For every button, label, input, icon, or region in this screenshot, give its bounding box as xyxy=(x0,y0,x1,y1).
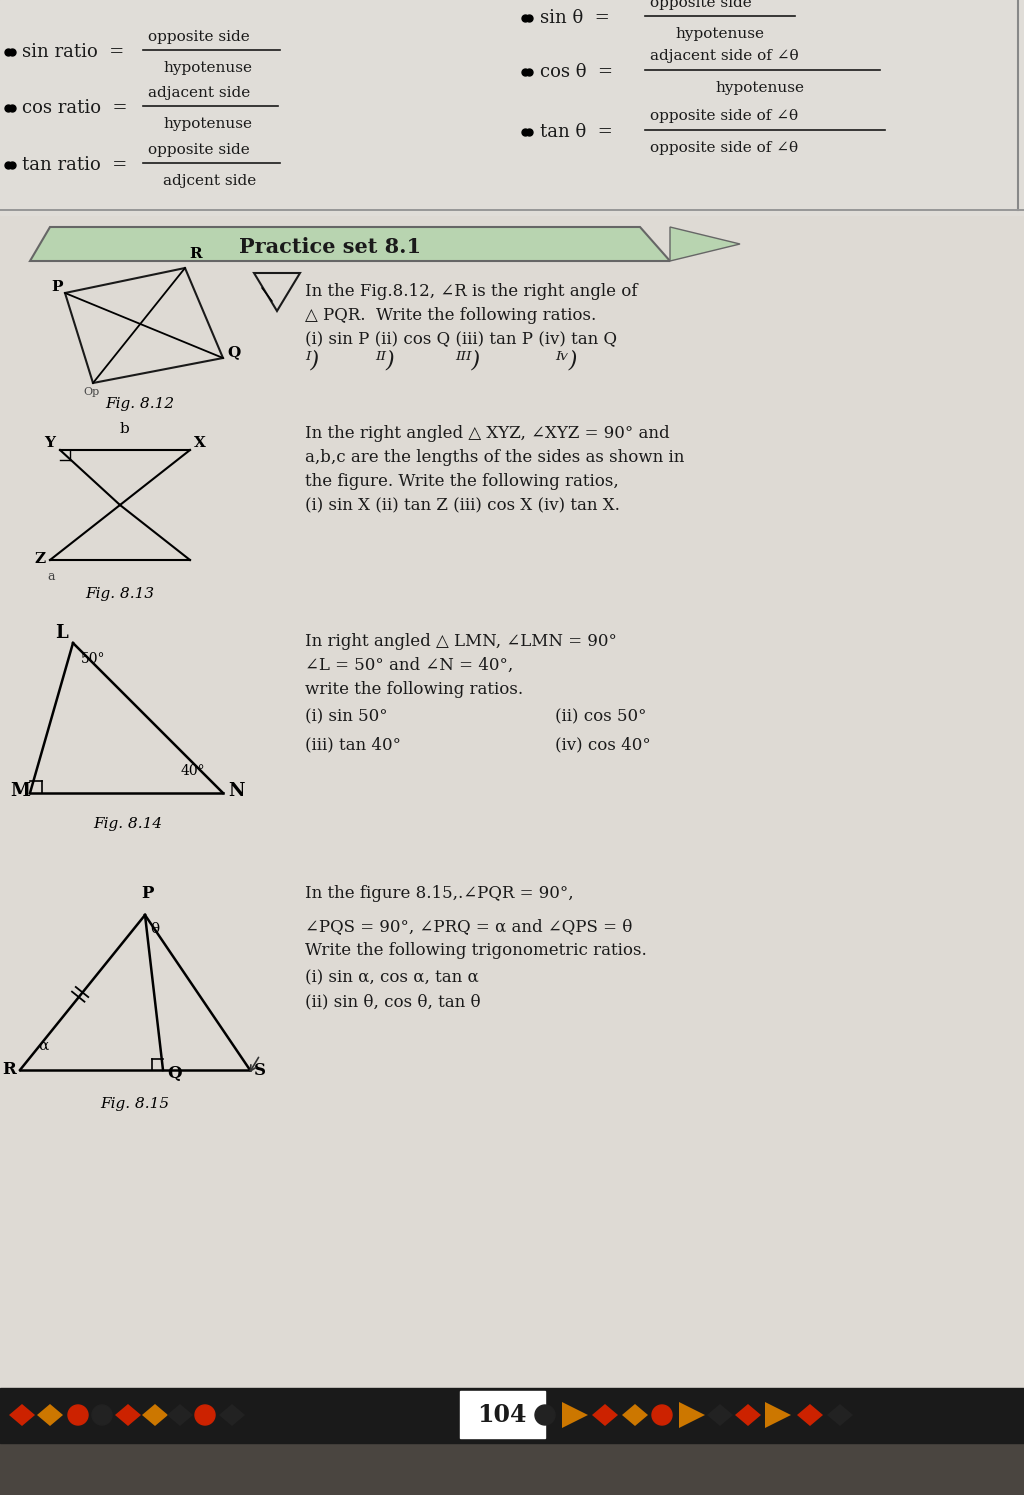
Polygon shape xyxy=(592,1404,618,1426)
Text: (ii) sin θ, cos θ, tan θ: (ii) sin θ, cos θ, tan θ xyxy=(305,993,480,1011)
Text: 40°: 40° xyxy=(181,764,206,777)
Text: R: R xyxy=(2,1061,15,1078)
Text: N: N xyxy=(228,782,245,800)
Text: Fig. 8.13: Fig. 8.13 xyxy=(85,588,155,601)
Text: ᴵᴵ): ᴵᴵ) xyxy=(375,348,394,371)
Text: α: α xyxy=(38,1039,48,1052)
Text: sin θ  =: sin θ = xyxy=(540,9,609,27)
Text: opposite side: opposite side xyxy=(650,0,752,10)
Text: the figure. Write the following ratios,: the figure. Write the following ratios, xyxy=(305,472,618,490)
Text: cos ratio  =: cos ratio = xyxy=(22,99,128,117)
Text: In the right angled △ XYZ, ∠XYZ = 90° and: In the right angled △ XYZ, ∠XYZ = 90° an… xyxy=(305,425,670,443)
Bar xyxy=(0,1390,1024,1495)
Text: (i) sin 50°: (i) sin 50° xyxy=(305,709,388,725)
Text: hypotenuse: hypotenuse xyxy=(163,61,252,75)
Bar xyxy=(0,1387,1024,1443)
Text: adjacent side: adjacent side xyxy=(148,87,250,100)
Polygon shape xyxy=(142,1404,168,1426)
Text: hypotenuse: hypotenuse xyxy=(715,81,804,96)
Text: ∠L = 50° and ∠N = 40°,: ∠L = 50° and ∠N = 40°, xyxy=(305,656,513,674)
Text: (i) sin X (ii) tan Z (iii) cos X (iv) tan X.: (i) sin X (ii) tan Z (iii) cos X (iv) ta… xyxy=(305,496,620,514)
Text: adjacent side of ∠θ: adjacent side of ∠θ xyxy=(650,49,799,63)
Text: Fig. 8.15: Fig. 8.15 xyxy=(100,1097,170,1111)
Text: S: S xyxy=(254,1061,266,1079)
Circle shape xyxy=(195,1405,215,1425)
Text: θ: θ xyxy=(150,922,159,936)
Polygon shape xyxy=(670,227,740,262)
Circle shape xyxy=(535,1405,555,1425)
Text: 50°: 50° xyxy=(81,652,105,665)
Text: hypotenuse: hypotenuse xyxy=(675,27,764,40)
Polygon shape xyxy=(9,1404,35,1426)
Polygon shape xyxy=(735,1404,761,1426)
Text: R: R xyxy=(189,247,202,262)
Text: Z: Z xyxy=(34,552,45,567)
Bar xyxy=(460,1390,545,1438)
Text: Y: Y xyxy=(44,437,55,450)
Text: (ii) cos 50°: (ii) cos 50° xyxy=(555,709,646,725)
Text: Practice set 8.1: Practice set 8.1 xyxy=(239,238,421,257)
Polygon shape xyxy=(765,1402,791,1428)
Text: In the Fig.8.12, ∠R is the right angle of: In the Fig.8.12, ∠R is the right angle o… xyxy=(305,283,638,300)
Text: (i) sin α, cos α, tan α: (i) sin α, cos α, tan α xyxy=(305,969,479,987)
Text: 104: 104 xyxy=(477,1402,526,1428)
Text: P: P xyxy=(51,280,62,295)
Text: Fig. 8.12: Fig. 8.12 xyxy=(105,398,174,411)
Text: ᴵᴵᴵ): ᴵᴵᴵ) xyxy=(455,348,480,371)
Text: X: X xyxy=(194,437,206,450)
Polygon shape xyxy=(707,1404,733,1426)
Text: M: M xyxy=(10,782,30,800)
Polygon shape xyxy=(30,227,670,262)
Text: a: a xyxy=(47,570,54,583)
Text: hypotenuse: hypotenuse xyxy=(163,117,252,132)
Text: sin ratio  =: sin ratio = xyxy=(22,43,124,61)
Text: ᴵ): ᴵ) xyxy=(305,348,319,371)
Text: In right angled △ LMN, ∠LMN = 90°: In right angled △ LMN, ∠LMN = 90° xyxy=(305,632,616,650)
Text: Op: Op xyxy=(83,387,99,398)
Text: tan ratio  =: tan ratio = xyxy=(22,155,127,173)
Circle shape xyxy=(652,1405,672,1425)
Circle shape xyxy=(68,1405,88,1425)
Text: △ PQR.  Write the following ratios.: △ PQR. Write the following ratios. xyxy=(305,306,596,324)
Text: P: P xyxy=(141,885,154,901)
Text: adjcent side: adjcent side xyxy=(163,173,256,188)
Text: opposite side: opposite side xyxy=(148,30,250,43)
Text: opposite side of ∠θ: opposite side of ∠θ xyxy=(650,109,798,123)
Polygon shape xyxy=(679,1402,705,1428)
Circle shape xyxy=(92,1405,112,1425)
Polygon shape xyxy=(115,1404,141,1426)
Polygon shape xyxy=(797,1404,823,1426)
Polygon shape xyxy=(562,1402,588,1428)
Text: (iii) tan 40°: (iii) tan 40° xyxy=(305,736,401,753)
Polygon shape xyxy=(37,1404,63,1426)
Text: tan θ  =: tan θ = xyxy=(540,123,612,141)
Polygon shape xyxy=(219,1404,245,1426)
Text: Q: Q xyxy=(167,1064,181,1082)
Polygon shape xyxy=(167,1404,193,1426)
Text: Write the following trigonometric ratios.: Write the following trigonometric ratios… xyxy=(305,942,647,958)
Text: a,b,c are the lengths of the sides as shown in: a,b,c are the lengths of the sides as sh… xyxy=(305,448,684,466)
Text: ∠PQS = 90°, ∠PRQ = α and ∠QPS = θ: ∠PQS = 90°, ∠PRQ = α and ∠QPS = θ xyxy=(305,918,633,934)
Bar xyxy=(0,0,1024,215)
Polygon shape xyxy=(622,1404,648,1426)
Text: opposite side of ∠θ: opposite side of ∠θ xyxy=(650,141,798,155)
Text: b: b xyxy=(120,422,130,437)
Text: (iv) cos 40°: (iv) cos 40° xyxy=(555,736,650,753)
Text: cos θ  =: cos θ = xyxy=(540,63,613,81)
Text: L: L xyxy=(55,623,68,641)
Text: (i) sin P (ii) cos Q (iii) tan P (iv) tan Q: (i) sin P (ii) cos Q (iii) tan P (iv) ta… xyxy=(305,330,617,348)
Text: opposite side: opposite side xyxy=(148,144,250,157)
Text: write the following ratios.: write the following ratios. xyxy=(305,682,523,698)
Text: Q: Q xyxy=(227,345,241,359)
Text: ᴵᵛ): ᴵᵛ) xyxy=(555,348,578,371)
Text: Fig. 8.14: Fig. 8.14 xyxy=(93,816,163,831)
Text: In the figure 8.15,.∠PQR = 90°,: In the figure 8.15,.∠PQR = 90°, xyxy=(305,885,573,901)
Polygon shape xyxy=(827,1404,853,1426)
